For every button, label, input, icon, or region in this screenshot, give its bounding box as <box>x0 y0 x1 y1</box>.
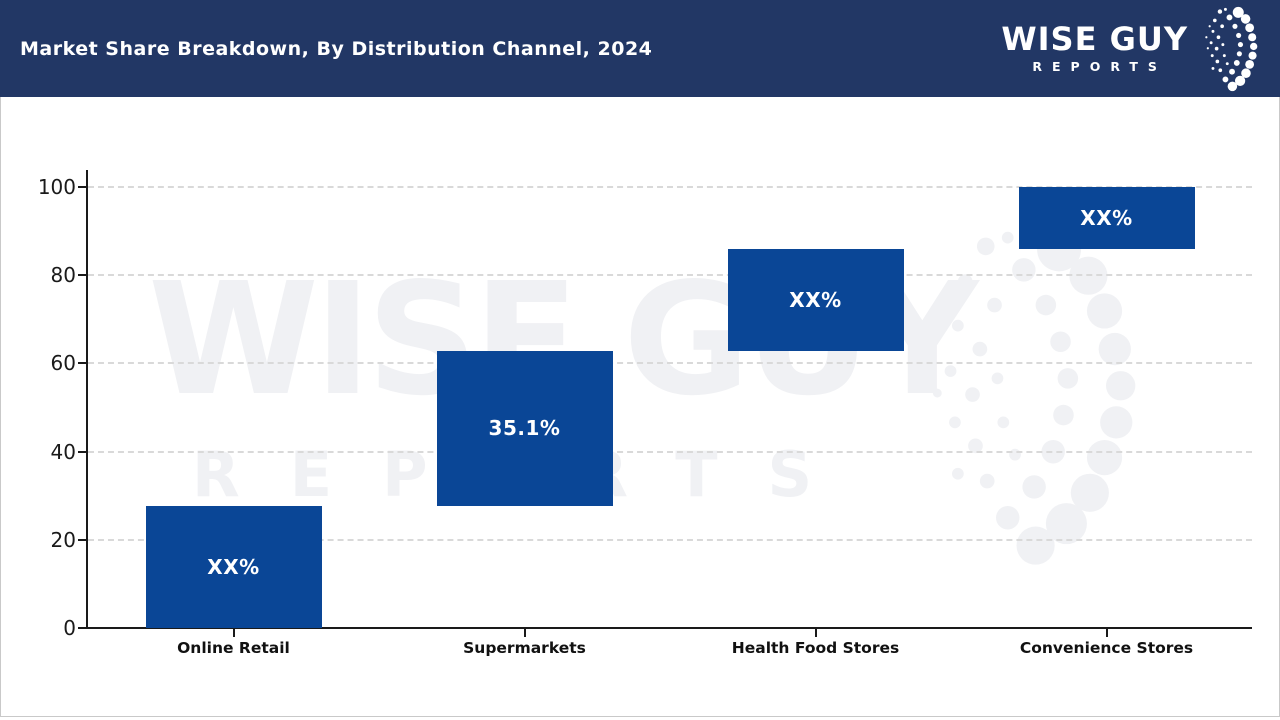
chart-title: Market Share Breakdown, By Distribution … <box>20 37 653 60</box>
y-tick-mark-40 <box>78 450 86 453</box>
logo-subtext: REPORTS <box>1032 59 1167 74</box>
bar-health-food-stores: XX% <box>727 249 904 352</box>
bar-value-label-health-food-stores: XX% <box>789 288 842 313</box>
y-tick-mark-20 <box>78 538 86 541</box>
gridline-60 <box>88 362 1252 365</box>
y-tick-label-40: 40 <box>50 439 76 464</box>
y-tick-label-100: 100 <box>37 175 76 199</box>
y-tick-mark-80 <box>78 274 86 277</box>
bar-value-label-supermarkets: 35.1% <box>488 416 561 441</box>
category-label-health-food-stores: Health Food Stores <box>731 639 900 657</box>
header-bar: Market Share Breakdown, By Distribution … <box>0 0 1280 97</box>
bar-online-retail: XX% <box>145 505 322 628</box>
x-tick-mark-health-food-stores <box>814 629 817 637</box>
bar-supermarkets: 35.1% <box>436 351 613 506</box>
y-tick-mark-100 <box>78 186 86 188</box>
bar-value-label-online-retail: XX% <box>207 554 260 579</box>
y-tick-mark-0 <box>78 627 86 629</box>
wiseguy-logo: WISE GUY REPORTS <box>1001 5 1266 93</box>
y-tick-label-80: 80 <box>50 263 76 288</box>
y-tick-label-20: 20 <box>50 527 76 552</box>
logo-text: WISE GUY REPORTS <box>1001 23 1188 74</box>
bar-convenience-stores: XX% <box>1018 187 1195 250</box>
logo-wordmark: WISE GUY <box>1001 20 1188 58</box>
category-label-supermarkets: Supermarkets <box>463 639 586 657</box>
x-tick-mark-convenience-stores <box>1105 629 1108 637</box>
y-tick-label-0: 0 <box>63 616 76 640</box>
category-label-online-retail: Online Retail <box>177 639 290 657</box>
gridline-100 <box>88 186 1252 188</box>
gridline-80 <box>88 274 1252 277</box>
y-axis-line <box>86 170 88 629</box>
gridline-20 <box>88 538 1252 541</box>
logo-head-icon <box>1205 6 1258 91</box>
category-label-convenience-stores: Convenience Stores <box>1019 639 1194 657</box>
x-tick-mark-online-retail <box>232 629 235 637</box>
x-tick-mark-supermarkets <box>523 629 526 637</box>
y-tick-label-60: 60 <box>50 351 76 376</box>
y-tick-mark-60 <box>78 362 86 365</box>
bar-value-label-convenience-stores: XX% <box>1080 206 1133 231</box>
x-axis-line <box>86 627 1252 629</box>
gridline-40 <box>88 450 1252 453</box>
